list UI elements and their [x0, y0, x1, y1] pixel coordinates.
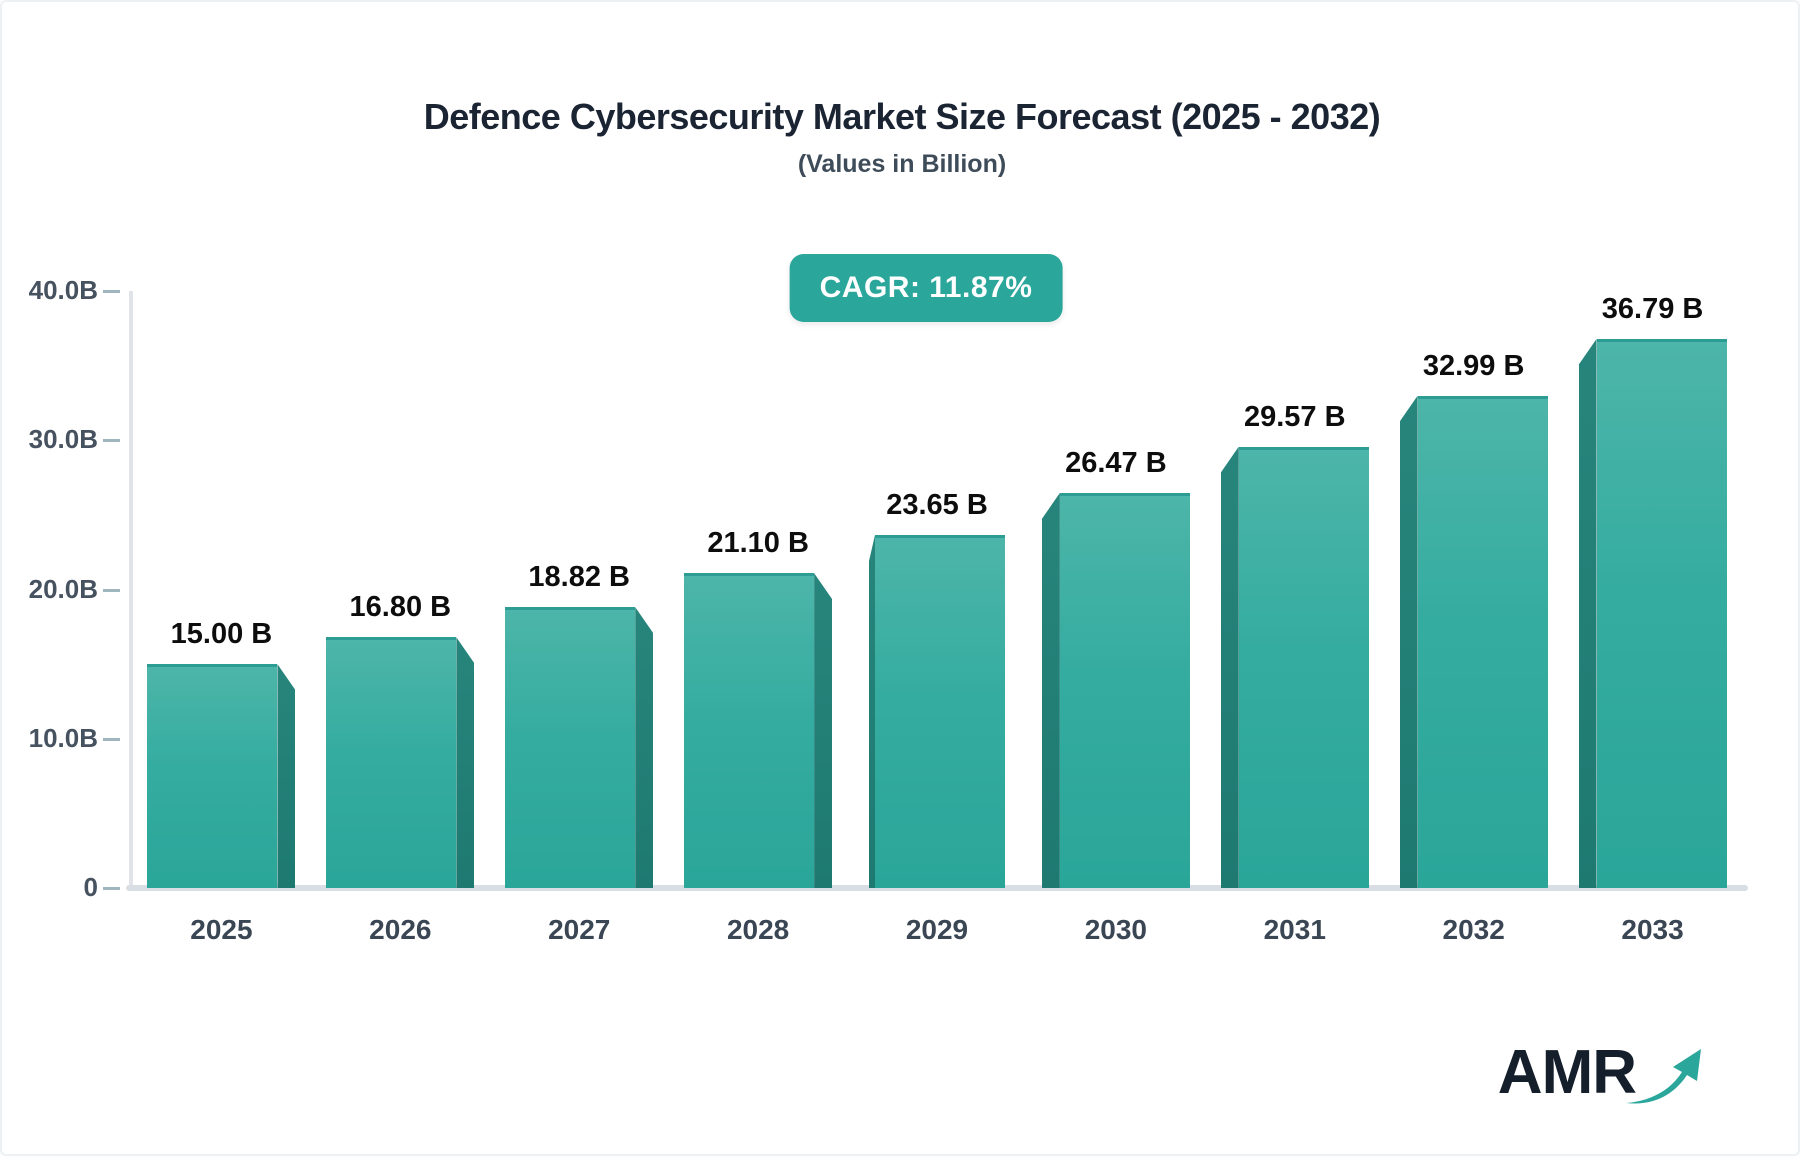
growth-arrow-icon	[1626, 1049, 1701, 1104]
bar-value-label: 26.47 B	[1065, 446, 1167, 479]
x-tick-label: 2026	[369, 914, 432, 945]
amr-logo: AMR	[1498, 1024, 1706, 1120]
bar-2029[interactable]	[875, 535, 1005, 888]
x-tick-label: 2033	[1621, 914, 1684, 945]
cagr-badge: CAGR: 11.87%	[789, 254, 1063, 322]
x-axis-baseline	[126, 885, 1748, 891]
y-tick-mark	[103, 737, 120, 741]
x-tick-label: 2027	[548, 914, 611, 945]
bar-side-shadow	[1041, 492, 1060, 888]
y-tick-mark	[103, 887, 120, 890]
bar-value-label: 32.99 B	[1422, 349, 1525, 382]
chart-title: Defence Cybersecurity Market Size Foreca…	[423, 96, 1381, 137]
bar-side-shadow	[277, 664, 296, 888]
bar-side-shadow	[869, 535, 875, 888]
x-tick-label: 2028	[726, 914, 790, 945]
x-tick-label: 2030	[1084, 914, 1148, 945]
x-tick-label: 2025	[190, 914, 253, 945]
bar-value-label: 15.00 B	[170, 618, 273, 651]
bar-side-shadow	[1220, 446, 1239, 888]
bar-2026[interactable]	[326, 637, 457, 888]
y-axis-line	[129, 291, 133, 888]
bar-value-label: 16.80 B	[349, 591, 452, 624]
bar-value-label: 36.79 B	[1601, 292, 1704, 325]
bar-2025[interactable]	[147, 664, 278, 888]
bar-value-label: 18.82 B	[528, 561, 630, 594]
bar-2030[interactable]	[1059, 492, 1190, 888]
y-tick-mark	[103, 439, 120, 443]
x-tick-label: 2032	[1442, 914, 1505, 945]
chart-subtitle: (Values in Billion)	[797, 150, 1007, 178]
bar-value-label: 29.57 B	[1243, 400, 1346, 433]
bar-2031[interactable]	[1238, 446, 1369, 888]
bar-2028[interactable]	[684, 573, 815, 888]
bar-value-label: 21.10 B	[707, 527, 809, 560]
bar-side-shadow	[814, 573, 833, 888]
y-tick-mark	[103, 290, 120, 293]
y-tick-label: 30.0B	[28, 424, 98, 455]
bar-side-shadow	[456, 637, 475, 888]
y-tick-label: 10.0B	[28, 722, 98, 753]
bar-2033[interactable]	[1596, 338, 1727, 888]
bar-value-label: 23.65 B	[886, 489, 988, 522]
amr-logo-text: AMR	[1497, 1037, 1637, 1107]
bar-2032[interactable]	[1417, 395, 1548, 888]
bar-side-shadow	[635, 607, 654, 888]
x-tick-label: 2029	[905, 914, 969, 945]
bar-side-shadow	[1399, 395, 1418, 888]
y-tick-label: 0	[83, 872, 98, 902]
x-tick-label: 2031	[1263, 914, 1326, 945]
y-tick-label: 20.0B	[28, 573, 98, 604]
y-tick-mark	[103, 588, 120, 592]
y-tick-label: 40.0B	[28, 275, 98, 305]
bar-side-shadow	[1578, 338, 1597, 888]
bar-2027[interactable]	[505, 607, 636, 888]
